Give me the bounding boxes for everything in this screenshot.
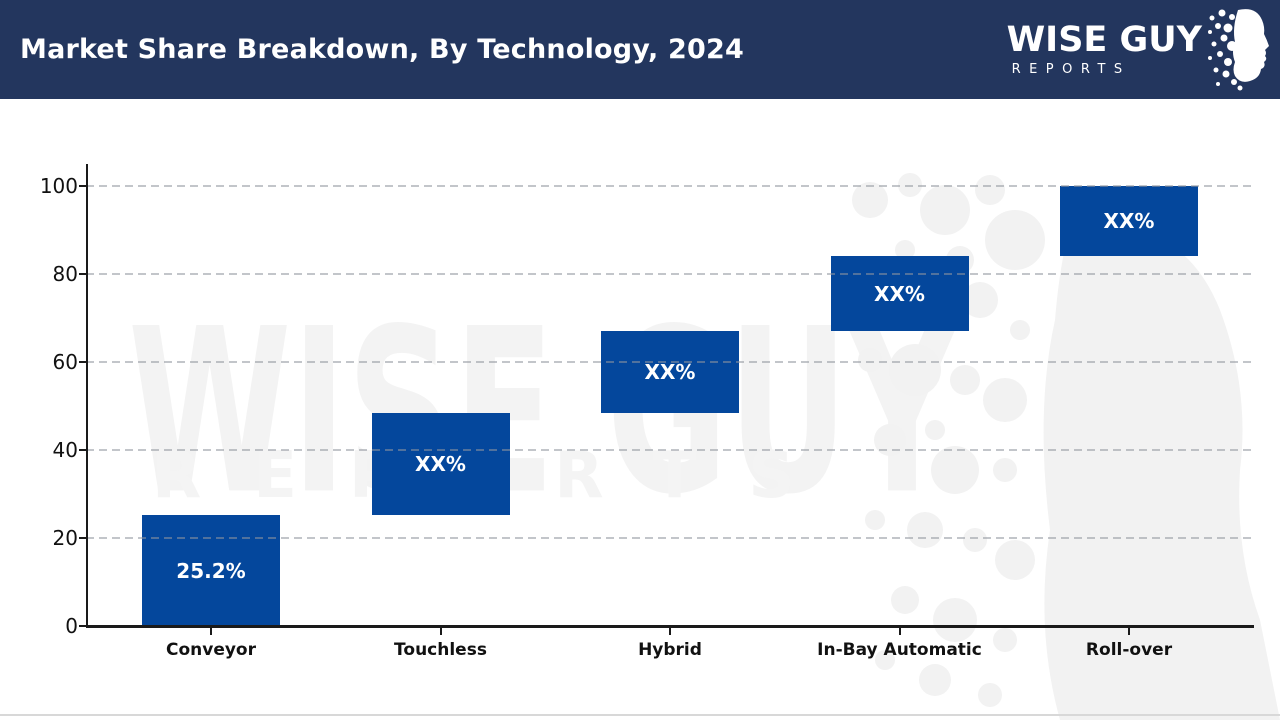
bar-value-label: XX% (874, 281, 925, 306)
x-axis-category-label: Touchless (394, 640, 487, 660)
brand-logo-subtitle: REPORTS (1011, 61, 1131, 77)
brand-logo-text: WISE GUY REPORTS (1006, 19, 1202, 77)
gridline (86, 449, 1254, 451)
gridline (86, 185, 1254, 187)
bar-roll-over: XX% (1060, 186, 1198, 257)
x-axis-tick (210, 628, 212, 635)
bar-hybrid: XX% (601, 331, 739, 414)
y-axis-tick-label: 40 (52, 438, 78, 462)
y-axis-tick-label: 60 (52, 350, 78, 374)
y-axis-tick-label: 20 (52, 526, 78, 550)
x-axis-category-label: Hybrid (638, 640, 702, 660)
bar-value-label: XX% (644, 360, 696, 385)
x-axis-tick (669, 628, 671, 635)
brand-logo: WISE GUY REPORTS (1007, 4, 1270, 96)
x-axis-category-label: In-Bay Automatic (817, 640, 982, 660)
y-axis-line (86, 164, 88, 628)
y-axis-tick (79, 361, 86, 363)
brand-logo-name: WISE GUY (1006, 19, 1202, 60)
bottom-divider (0, 714, 1280, 716)
x-axis-line (86, 625, 1254, 628)
y-axis-tick-label: 80 (52, 262, 78, 286)
bar-conveyor: 25.2% (142, 515, 280, 626)
bar-value-label: XX% (1103, 209, 1155, 234)
page-title: Market Share Breakdown, By Technology, 2… (20, 34, 745, 65)
bar-touchless: XX% (371, 413, 510, 516)
header: Market Share Breakdown, By Technology, 2… (0, 0, 1280, 99)
gridline (86, 361, 1254, 363)
x-axis-tick (439, 628, 442, 635)
y-axis-tick-label: 0 (65, 614, 78, 638)
y-axis-tick (79, 537, 86, 539)
bar-value-label: XX% (415, 452, 466, 477)
x-axis-tick (1128, 628, 1130, 635)
bar-in-bay-automatic: XX% (830, 256, 969, 332)
y-axis-tick-label: 100 (39, 174, 78, 198)
gridline (86, 537, 1254, 539)
y-axis-tick (79, 449, 86, 451)
bar-value-label: 25.2% (176, 558, 246, 583)
y-axis-tick (79, 185, 86, 187)
y-axis-tick (79, 273, 86, 275)
x-axis-category-label: Roll-over (1085, 640, 1173, 660)
gridline (86, 273, 1254, 275)
y-axis-tick (79, 625, 86, 627)
face-profile-dots-icon (1204, 4, 1270, 96)
x-axis-category-label: Conveyor (165, 640, 256, 660)
x-axis-tick (898, 628, 901, 635)
